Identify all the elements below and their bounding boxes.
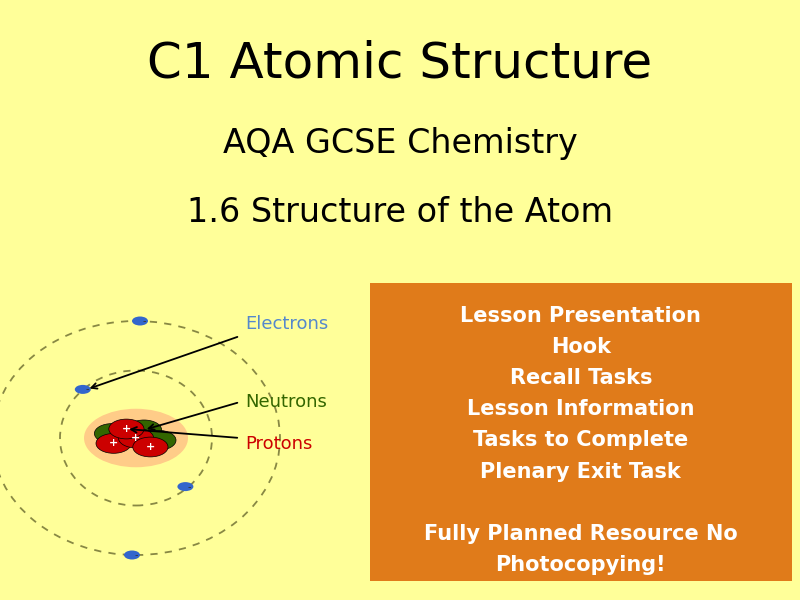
Text: Plenary Exit Task: Plenary Exit Task [481,461,681,482]
Ellipse shape [126,420,162,440]
Text: +: + [122,424,131,434]
Ellipse shape [96,433,131,454]
Text: Recall Tasks: Recall Tasks [510,368,652,388]
Text: AQA GCSE Chemistry: AQA GCSE Chemistry [222,127,578,160]
Text: +: + [146,442,155,452]
Text: -: - [134,550,138,560]
Text: C1 Atomic Structure: C1 Atomic Structure [147,39,653,87]
Ellipse shape [84,409,188,467]
Text: +: + [109,439,118,448]
Text: +: + [131,433,141,443]
Text: Lesson Information: Lesson Information [467,399,694,419]
Ellipse shape [133,437,168,457]
Ellipse shape [118,428,154,448]
Text: -: - [188,482,191,491]
Ellipse shape [178,482,194,491]
Ellipse shape [94,424,130,443]
Text: -: - [85,385,89,394]
Ellipse shape [141,430,176,450]
Text: 1.6 Structure of the Atom: 1.6 Structure of the Atom [187,196,613,229]
Text: Lesson Presentation: Lesson Presentation [460,305,702,326]
Ellipse shape [109,419,144,439]
Text: Electrons: Electrons [246,315,329,333]
Ellipse shape [132,317,148,325]
Text: Fully Planned Resource No: Fully Planned Resource No [424,524,738,544]
Ellipse shape [124,551,140,559]
Ellipse shape [75,385,91,394]
Text: Hook: Hook [550,337,611,357]
Text: Neutrons: Neutrons [246,393,327,411]
Text: Photocopying!: Photocopying! [495,555,666,575]
Text: Protons: Protons [246,435,313,453]
Bar [370,283,792,581]
Text: -: - [142,316,146,326]
Text: Tasks to Complete: Tasks to Complete [473,430,689,451]
